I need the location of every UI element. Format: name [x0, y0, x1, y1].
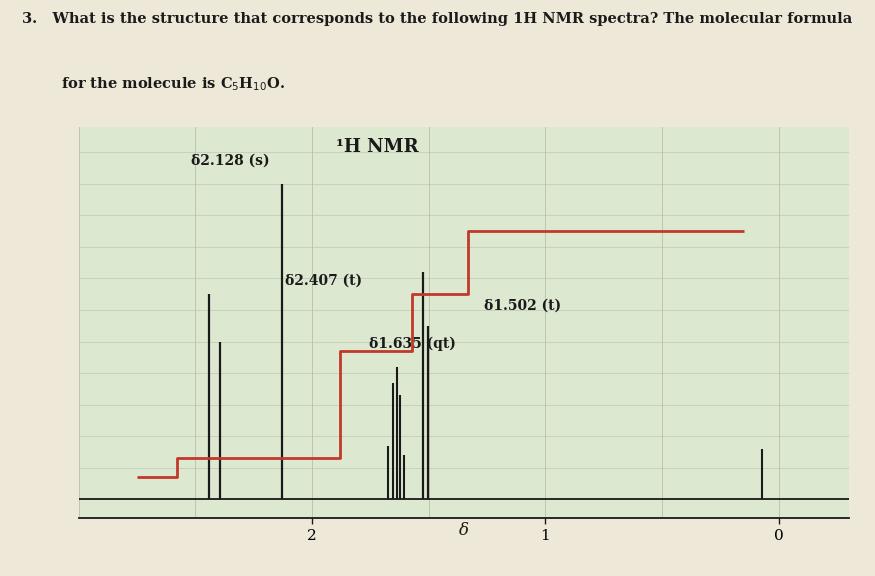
- Text: δ2.407 (t): δ2.407 (t): [285, 274, 362, 287]
- Text: δ: δ: [458, 521, 469, 539]
- Text: δ1.502 (t): δ1.502 (t): [484, 299, 561, 313]
- Text: δ1.635 (qt): δ1.635 (qt): [369, 336, 456, 351]
- Text: ¹H NMR: ¹H NMR: [336, 138, 419, 156]
- Text: 3.   What is the structure that corresponds to the following 1H NMR spectra? The: 3. What is the structure that correspond…: [22, 12, 852, 25]
- Text: for the molecule is C$_5$H$_{10}$O.: for the molecule is C$_5$H$_{10}$O.: [61, 75, 285, 93]
- Text: δ2.128 (s): δ2.128 (s): [191, 154, 270, 168]
